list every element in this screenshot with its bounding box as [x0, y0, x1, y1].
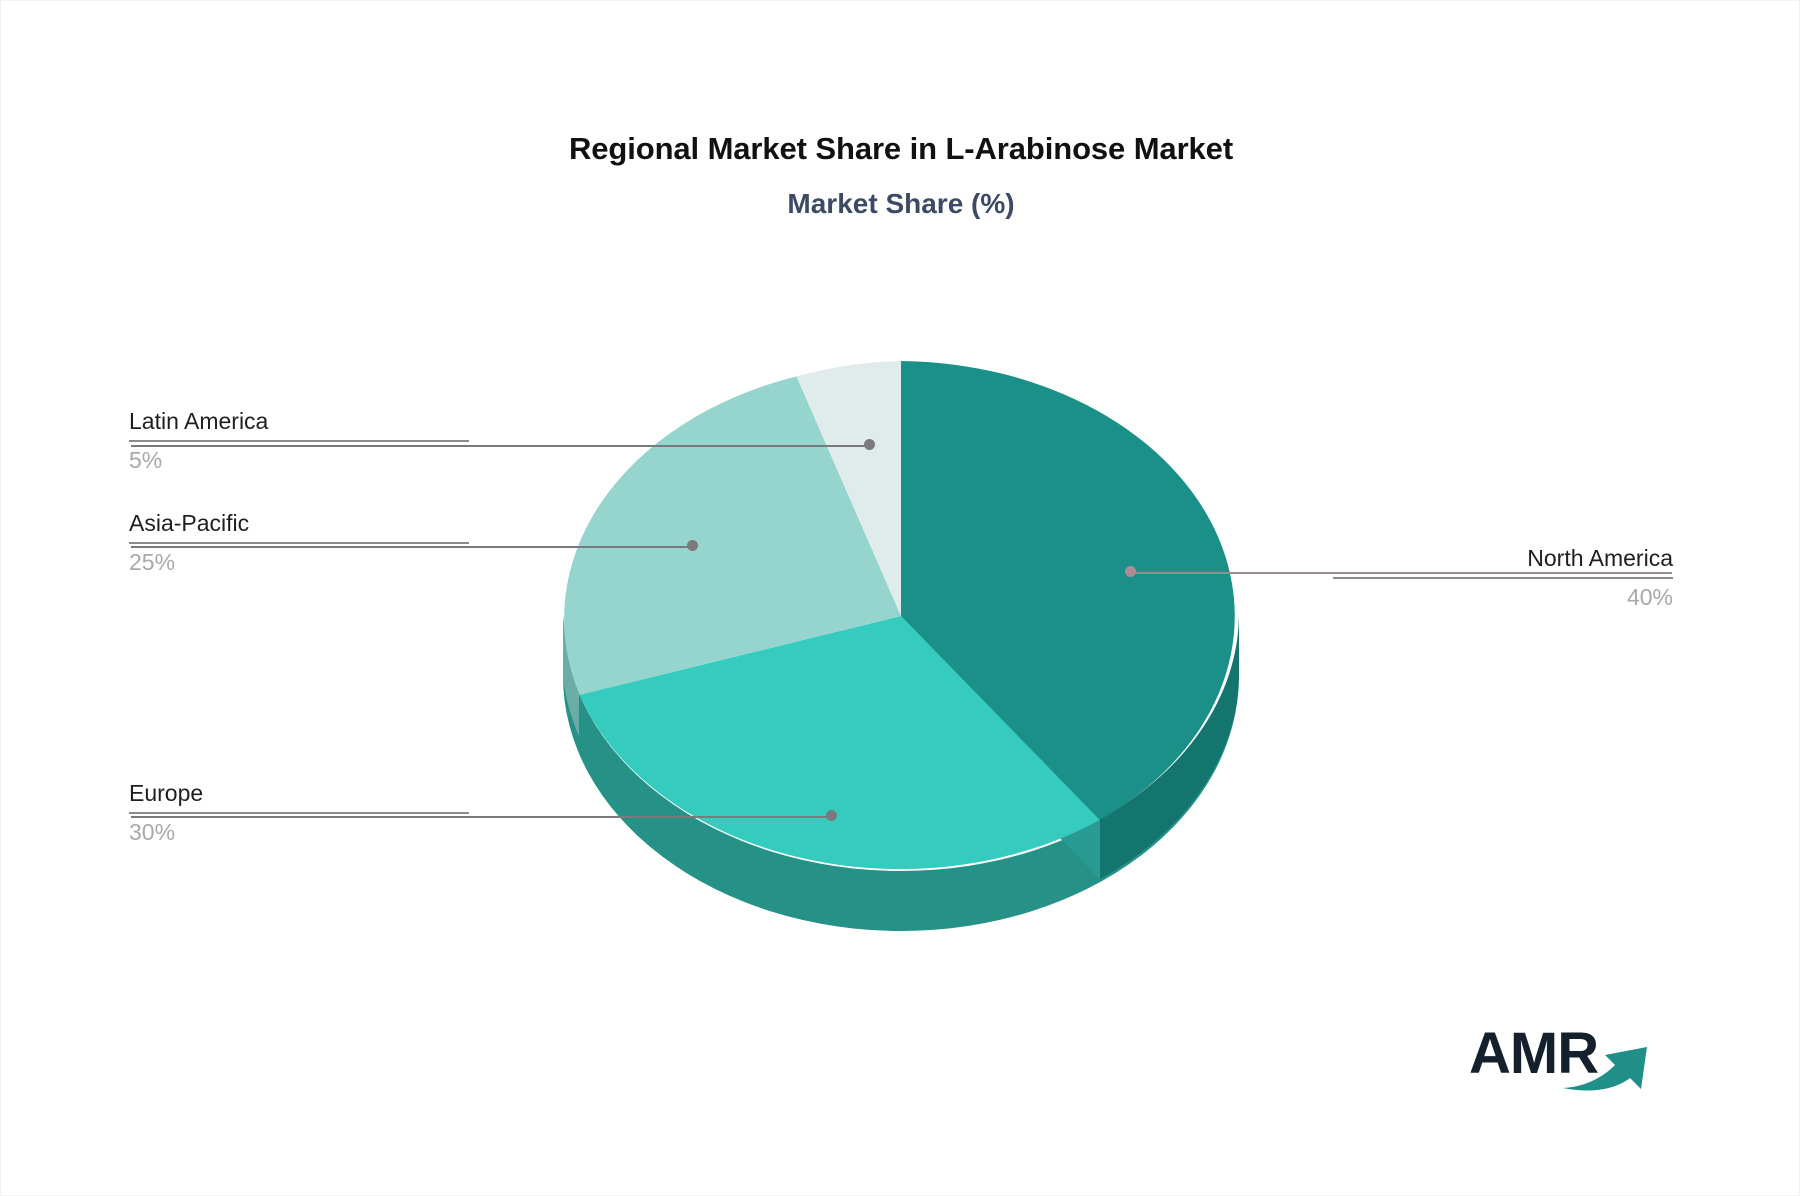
pie-wall-europe	[563, 616, 1239, 931]
callout-europe: Europe 30%	[129, 778, 469, 847]
callout-rule-asia-pacific	[129, 542, 469, 544]
leader-dot-asia-pacific	[687, 540, 698, 551]
callout-value-latin-america: 5%	[129, 447, 163, 473]
amr-logo: AMR	[1469, 1023, 1649, 1091]
callout-rule-europe	[129, 812, 469, 814]
callout-label-europe: Europe	[129, 780, 204, 806]
callout-north-america: North America 40%	[1333, 543, 1673, 612]
leader-line-europe	[131, 816, 831, 818]
leader-dot-europe	[826, 810, 837, 821]
pie-slice-latin-america	[796, 361, 901, 616]
callout-value-asia-pacific: 25%	[129, 549, 176, 575]
pie-slice-asia-pacific	[564, 376, 901, 695]
leader-line-asia-pacific	[131, 546, 692, 548]
pie-slice-europe	[579, 616, 1100, 870]
pie-top-face	[564, 361, 1235, 870]
pie-chart-svg	[563, 361, 1239, 931]
pie-chart	[541, 331, 1261, 951]
pie-slice-north-america	[901, 361, 1235, 820]
page-title: Regional Market Share in L-Arabinose Mar…	[568, 131, 1234, 166]
callout-label-latin-america: Latin America	[129, 408, 269, 434]
callout-value-europe: 30%	[129, 819, 176, 845]
callout-asia-pacific: Asia-Pacific 25%	[129, 508, 469, 577]
amr-logo-text: AMR	[1469, 1021, 1599, 1086]
leader-line-north-america	[1131, 572, 1672, 574]
chart-subtitle: Market Share (%)	[787, 188, 1015, 219]
callout-rule-latin-america	[129, 440, 469, 442]
callout-rule-north-america	[1333, 577, 1673, 579]
callout-value-north-america: 40%	[1626, 584, 1673, 610]
leader-line-latin-america	[131, 445, 869, 447]
callout-label-north-america: North America	[1527, 545, 1673, 571]
growth-arrow-icon	[1563, 1047, 1647, 1091]
leader-dot-latin-america	[864, 439, 875, 450]
callout-label-asia-pacific: Asia-Pacific	[129, 510, 250, 536]
pie-wall-north-america	[1100, 616, 1239, 879]
leader-dot-north-america	[1125, 566, 1136, 577]
callout-latin-america: Latin America 5%	[129, 406, 469, 475]
